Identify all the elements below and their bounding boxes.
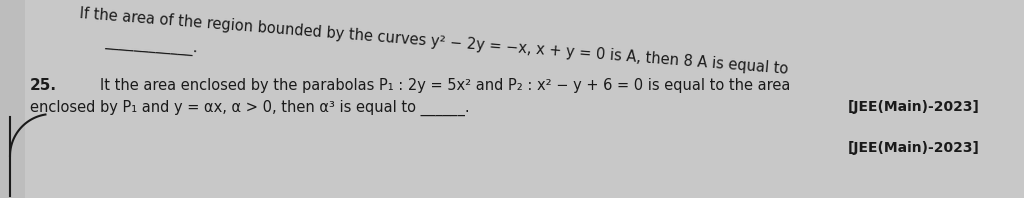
Text: If the area of the region bounded by the curves y² − 2y = −x, x + y = 0 is A, th: If the area of the region bounded by the…: [79, 6, 788, 77]
Text: [JEE(Main)-2023]: [JEE(Main)-2023]: [848, 141, 980, 155]
Text: enclosed by P₁ and y = αx, α > 0, then α³ is equal to ______.: enclosed by P₁ and y = αx, α > 0, then α…: [30, 100, 470, 116]
Text: [JEE(Main)-2023]: [JEE(Main)-2023]: [848, 100, 980, 114]
Bar: [0, 0, 25, 198]
Text: It the area enclosed by the parabolas P₁ : 2y = 5x² and P₂ : x² − y + 6 = 0 is e: It the area enclosed by the parabolas P₁…: [100, 78, 791, 93]
Text: 25.: 25.: [30, 78, 57, 93]
Text: ____________.: ____________.: [103, 35, 198, 57]
